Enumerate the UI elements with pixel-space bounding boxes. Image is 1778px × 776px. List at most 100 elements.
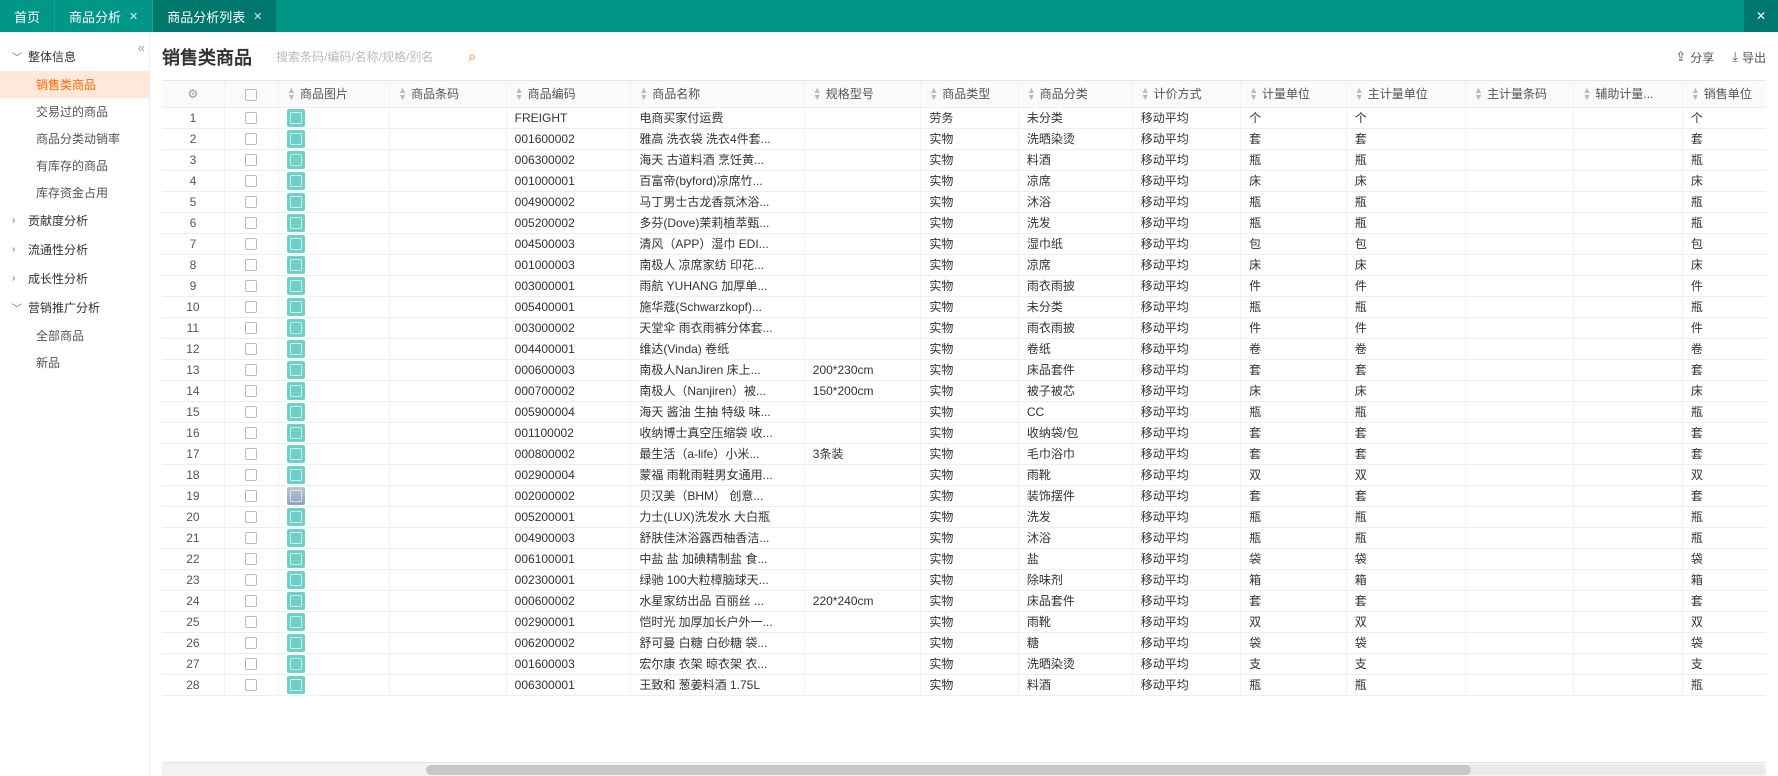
col-main_unit[interactable]: ▲▼主计量单位 bbox=[1346, 81, 1465, 107]
product-thumb[interactable] bbox=[287, 466, 305, 484]
product-thumb[interactable] bbox=[287, 508, 305, 526]
product-thumb[interactable] bbox=[287, 445, 305, 463]
row-checkbox[interactable] bbox=[245, 511, 257, 523]
row-checkbox[interactable] bbox=[245, 112, 257, 124]
row-checkbox[interactable] bbox=[245, 553, 257, 565]
sort-icon[interactable]: ▲▼ bbox=[1474, 87, 1483, 101]
row-checkbox[interactable] bbox=[245, 217, 257, 229]
row-checkbox[interactable] bbox=[245, 301, 257, 313]
row-checkbox[interactable] bbox=[245, 385, 257, 397]
product-thumb[interactable] bbox=[287, 613, 305, 631]
sidebar-item-交易过的商品[interactable]: 交易过的商品 bbox=[0, 98, 149, 125]
product-thumb[interactable] bbox=[287, 550, 305, 568]
col-unit[interactable]: ▲▼计量单位 bbox=[1241, 81, 1347, 107]
sort-icon[interactable]: ▲▼ bbox=[398, 87, 407, 101]
table-row[interactable]: 2001600002雅高 洗衣袋 洗衣4件套...实物洗晒染烫移动平均套套套否否 bbox=[162, 128, 1766, 149]
product-thumb[interactable] bbox=[287, 487, 305, 505]
row-checkbox[interactable] bbox=[245, 679, 257, 691]
sort-icon[interactable]: ▲▼ bbox=[1691, 87, 1700, 101]
col-barcode[interactable]: ▲▼商品条码 bbox=[390, 81, 507, 107]
search-input[interactable] bbox=[276, 44, 476, 70]
table-row[interactable]: 6005200002多芬(Dove)茉莉植萃甄...实物洗发移动平均瓶瓶瓶否否 bbox=[162, 212, 1766, 233]
product-thumb[interactable] bbox=[287, 676, 305, 694]
tab-首页[interactable]: 首页 bbox=[0, 0, 55, 32]
sort-icon[interactable]: ▲▼ bbox=[1027, 87, 1036, 101]
sidebar-item-全部商品[interactable]: 全部商品 bbox=[0, 322, 149, 349]
product-thumb[interactable] bbox=[287, 529, 305, 547]
sidebar-item-销售类商品[interactable]: 销售类商品 bbox=[0, 71, 149, 98]
col-price_method[interactable]: ▲▼计价方式 bbox=[1132, 81, 1240, 107]
table-row[interactable]: 14000700002南极人（Nanjiren）被...150*200cm实物被… bbox=[162, 380, 1766, 401]
row-checkbox[interactable] bbox=[245, 322, 257, 334]
col-img[interactable]: ▲▼商品图片 bbox=[279, 81, 390, 107]
sidebar-group-营销推广分析[interactable]: ﹀营销推广分析 bbox=[0, 293, 149, 322]
product-thumb[interactable] bbox=[287, 256, 305, 274]
export-button[interactable]: ⤓导出 bbox=[1732, 49, 1766, 66]
tab-close-icon[interactable]: ✕ bbox=[253, 10, 262, 23]
sidebar-item-新品[interactable]: 新品 bbox=[0, 349, 149, 376]
product-thumb[interactable] bbox=[287, 130, 305, 148]
sort-icon[interactable]: ▲▼ bbox=[287, 87, 296, 101]
table-row[interactable]: 26006200002舒可曼 白糖 白砂糖 袋...实物糖移动平均袋袋袋否否 bbox=[162, 632, 1766, 653]
row-checkbox[interactable] bbox=[245, 427, 257, 439]
product-thumb[interactable] bbox=[287, 424, 305, 442]
row-checkbox[interactable] bbox=[245, 280, 257, 292]
table-row[interactable]: 24000600002水星家纺出品 百丽丝 ...220*240cm实物床品套件… bbox=[162, 590, 1766, 611]
sort-icon[interactable]: ▲▼ bbox=[515, 87, 524, 101]
select-all-checkbox[interactable] bbox=[245, 89, 257, 101]
product-thumb[interactable] bbox=[287, 571, 305, 589]
table-row[interactable]: 20005200001力士(LUX)洗发水 大白瓶实物洗发移动平均瓶瓶瓶否否 bbox=[162, 506, 1766, 527]
table-row[interactable]: 21004900003舒肤佳沐浴露西柚香洁...实物沐浴移动平均瓶瓶瓶否否 bbox=[162, 527, 1766, 548]
row-checkbox[interactable] bbox=[245, 574, 257, 586]
table-row[interactable]: 8001000003南极人 凉席家纺 印花...实物凉席移动平均床床床否否 bbox=[162, 254, 1766, 275]
row-checkbox[interactable] bbox=[245, 364, 257, 376]
row-checkbox[interactable] bbox=[245, 175, 257, 187]
sidebar-group-贡献度分析[interactable]: ›贡献度分析 bbox=[0, 206, 149, 235]
table-row[interactable]: 12004400001维达(Vinda) 卷纸实物卷纸移动平均卷卷卷否否 bbox=[162, 338, 1766, 359]
sidebar-group-成长性分析[interactable]: ›成长性分析 bbox=[0, 264, 149, 293]
product-thumb[interactable] bbox=[287, 235, 305, 253]
table-row[interactable]: 10005400001施华蔻(Schwarzkopf)...实物未分类移动平均瓶… bbox=[162, 296, 1766, 317]
row-checkbox[interactable] bbox=[245, 238, 257, 250]
sidebar-item-库存资金占用[interactable]: 库存资金占用 bbox=[0, 179, 149, 206]
row-checkbox[interactable] bbox=[245, 637, 257, 649]
product-thumb[interactable] bbox=[287, 172, 305, 190]
table-row[interactable]: 22006100001中盐 盐 加碘精制盐 食...实物盐移动平均袋袋袋否否 bbox=[162, 548, 1766, 569]
col-code[interactable]: ▲▼商品编码 bbox=[506, 81, 631, 107]
table-scroll[interactable]: ⚙▲▼商品图片▲▼商品条码▲▼商品编码▲▼商品名称▲▼规格型号▲▼商品类型▲▼商… bbox=[162, 81, 1766, 762]
product-thumb[interactable] bbox=[287, 109, 305, 127]
product-thumb[interactable] bbox=[287, 151, 305, 169]
product-thumb[interactable] bbox=[287, 361, 305, 379]
product-thumb[interactable] bbox=[287, 193, 305, 211]
product-thumb[interactable] bbox=[287, 277, 305, 295]
product-thumb[interactable] bbox=[287, 319, 305, 337]
col-aux_unit[interactable]: ▲▼辅助计量... bbox=[1574, 81, 1682, 107]
table-row[interactable]: 25002900001恺时光 加厚加长户外一...实物雨靴移动平均双双双否否 bbox=[162, 611, 1766, 632]
table-row[interactable]: 9003000001雨航 YUHANG 加厚单...实物雨衣雨披移动平均件件件否… bbox=[162, 275, 1766, 296]
row-checkbox[interactable] bbox=[245, 448, 257, 460]
row-checkbox[interactable] bbox=[245, 133, 257, 145]
product-thumb[interactable] bbox=[287, 298, 305, 316]
product-thumb[interactable] bbox=[287, 592, 305, 610]
row-checkbox[interactable] bbox=[245, 616, 257, 628]
col-main_barcode[interactable]: ▲▼主计量条码 bbox=[1466, 81, 1574, 107]
col-spec[interactable]: ▲▼规格型号 bbox=[804, 81, 921, 107]
product-thumb[interactable] bbox=[287, 340, 305, 358]
col-cat[interactable]: ▲▼商品分类 bbox=[1018, 81, 1132, 107]
product-thumb[interactable] bbox=[287, 214, 305, 232]
row-checkbox[interactable] bbox=[245, 658, 257, 670]
product-thumb[interactable] bbox=[287, 403, 305, 421]
sidebar-group-整体信息[interactable]: ﹀整体信息 bbox=[0, 42, 149, 71]
table-row[interactable]: 11003000002天堂伞 雨衣雨裤分体套...实物雨衣雨披移动平均件件件否否 bbox=[162, 317, 1766, 338]
table-row[interactable]: 16001100002收纳博士真空压缩袋 收...实物收纳袋/包移动平均套套套否… bbox=[162, 422, 1766, 443]
product-thumb[interactable] bbox=[287, 382, 305, 400]
tab-close-icon[interactable]: ✕ bbox=[129, 10, 138, 23]
share-button[interactable]: ⇪分享 bbox=[1675, 49, 1714, 66]
sort-icon[interactable]: ▲▼ bbox=[1141, 87, 1150, 101]
table-row[interactable]: 4001000001百富帝(byford)凉席竹...实物凉席移动平均床床床否否 bbox=[162, 170, 1766, 191]
horizontal-scrollbar[interactable] bbox=[162, 762, 1766, 776]
sort-icon[interactable]: ▲▼ bbox=[1249, 87, 1258, 101]
table-row[interactable]: 1FREIGHT电商买家付运费劳务未分类移动平均个个个否否 bbox=[162, 107, 1766, 128]
row-checkbox[interactable] bbox=[245, 343, 257, 355]
sidebar-item-有库存的商品[interactable]: 有库存的商品 bbox=[0, 152, 149, 179]
